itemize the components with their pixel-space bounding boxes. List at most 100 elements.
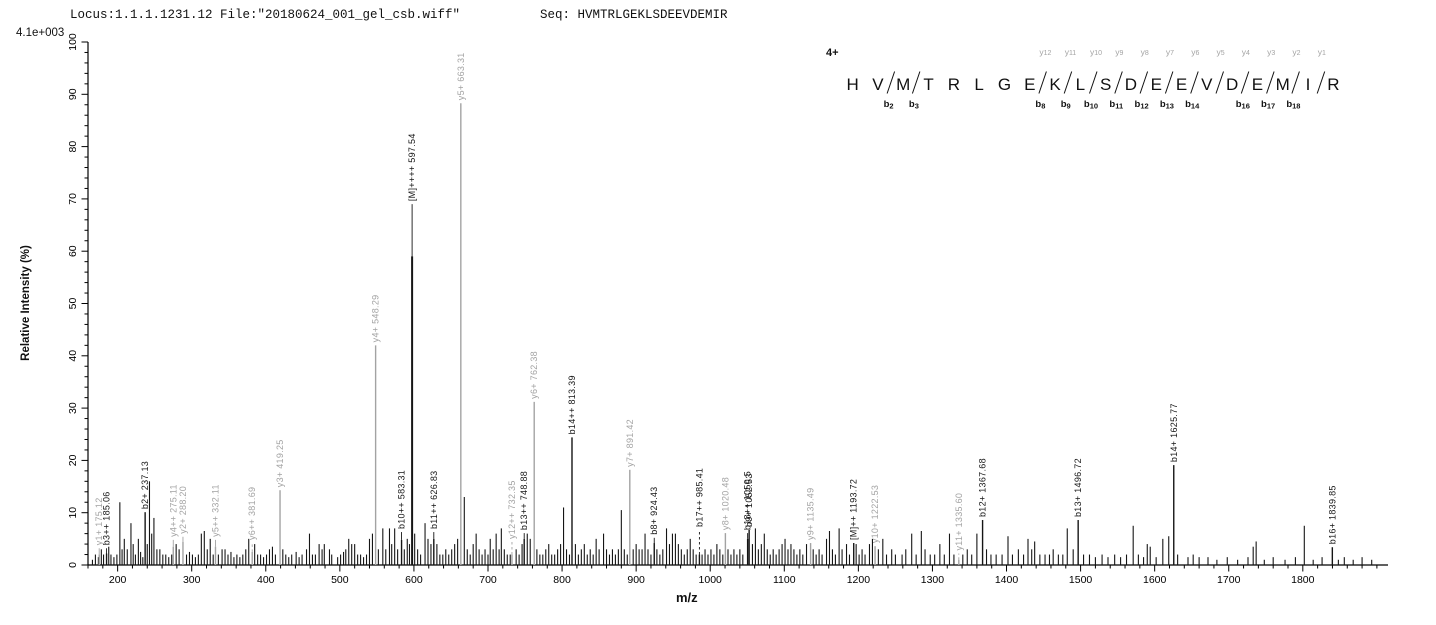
peak-label: b16+ 1839.85 [1327, 485, 1337, 544]
x-tick-label: 800 [553, 574, 571, 586]
x-tick-label: 300 [183, 574, 201, 586]
fragment-slash [911, 71, 921, 94]
residue: M [1276, 75, 1290, 94]
peak-label: y6+ 762.38 [529, 351, 539, 399]
peak-label: b13++ 748.88 [519, 471, 529, 530]
residue: I [1306, 75, 1311, 94]
peak-label: b12+ 1367.68 [978, 458, 988, 517]
y-tick-label: 40 [67, 350, 79, 362]
peak-label: b9+ 1052.53 [744, 473, 754, 527]
residue: D [1125, 75, 1137, 94]
residue: E [1252, 75, 1263, 94]
residue: H [847, 75, 859, 94]
residue: R [1327, 75, 1339, 94]
residue: T [923, 75, 933, 94]
residue: E [1024, 75, 1035, 94]
fragment-slash [1089, 71, 1098, 94]
peak-label: y8+ 1020.48 [720, 477, 730, 530]
peak-label: b13+ 1496.72 [1073, 458, 1083, 517]
fragment-slash [886, 71, 896, 94]
b-ion-label: b8 [1035, 99, 1045, 111]
peptide-sequence-svg: 4+H V M T R L G E K L S D E E V D E M I Rb2 b3y12b8y11b9y10b… [826, 47, 1339, 111]
peak-label: y6++ 381.69 [247, 487, 257, 540]
b-ion-label: b16 [1236, 99, 1250, 111]
peak-label: y10+ 1222.53 [870, 485, 880, 543]
y-ion-label: y8 [1141, 47, 1149, 57]
peak-label: [M]++ 1193.72 [849, 479, 859, 540]
fragment-slash [1215, 71, 1224, 94]
y-tick-label: 80 [67, 141, 79, 153]
y-ion-label: y9 [1115, 47, 1123, 57]
b-ion-label: b2 [884, 99, 894, 111]
fragment-slash [1266, 71, 1275, 94]
x-tick-label: 200 [109, 574, 127, 586]
x-tick-label: 1800 [1291, 574, 1315, 586]
b-ion-label: b9 [1061, 99, 1071, 111]
residue: V [872, 75, 884, 94]
residue: M [896, 75, 910, 94]
header-sequence: Seq: HVMTRLGEKLSDEEVDEMIR [540, 8, 728, 22]
y-ion-label: y2 [1292, 47, 1300, 57]
peak-label: y7+ 891.42 [625, 419, 635, 467]
x-tick-label: 500 [331, 574, 349, 586]
b-ion-label: b18 [1286, 99, 1300, 111]
fragment-slash [1038, 71, 1047, 94]
fragment-slash [1291, 71, 1300, 94]
header-locus: Locus:1.1.1.1231.12 File:"20180624_001_g… [70, 8, 461, 22]
residue: K [1049, 75, 1061, 94]
fragment-slash [1316, 71, 1326, 94]
y-scale-label: 4.1e+003 [16, 27, 65, 39]
b-ion-label: b10 [1084, 99, 1098, 111]
fragment-slash [1063, 71, 1073, 94]
x-tick-label: 1600 [1143, 574, 1167, 586]
peak-label: [M]++++ 597.54 [407, 133, 417, 201]
peak-label: y5++ 332.11 [210, 484, 220, 537]
peak-label: b17++ 985.41 [694, 468, 704, 527]
residue: S [1100, 75, 1111, 94]
peak-label: b10++ 583.31 [397, 470, 407, 529]
peak-label: b18++ 1050.5 [743, 471, 753, 530]
peak-label: y5+ 663.31 [456, 52, 466, 100]
fragment-slash [1240, 71, 1250, 94]
y-ion-label: y3 [1267, 47, 1275, 57]
y-tick-label: 30 [67, 402, 79, 414]
x-tick-label: 600 [405, 574, 423, 586]
x-tick-label: 1400 [995, 574, 1019, 586]
residue: R [948, 75, 960, 94]
peak-label: y3+ 419.25 [275, 439, 285, 487]
y-ion-label: y11 [1065, 47, 1077, 57]
y-ion-label: y5 [1217, 47, 1225, 57]
y-tick-label: 100 [67, 33, 79, 51]
residue: L [1076, 75, 1085, 94]
y-ion-label: y12 [1039, 47, 1051, 57]
y-tick-label: 0 [67, 562, 79, 568]
fragment-slash [1190, 71, 1199, 94]
residue: E [1176, 75, 1187, 94]
y-tick-label: 50 [67, 298, 79, 310]
x-tick-label: 400 [257, 574, 275, 586]
peak-label: y4++ 275.11 [168, 484, 178, 537]
x-tick-label: 1100 [773, 574, 796, 586]
peak-label: b3++ 185.06 [102, 491, 112, 545]
y-tick-label: 10 [67, 507, 79, 519]
b-ion-label: b13 [1160, 99, 1174, 111]
y-tick-label: 60 [67, 245, 79, 257]
residue: D [1226, 75, 1238, 94]
peak-label: y12++ 732.35 [507, 480, 517, 539]
y-tick-label: 20 [67, 454, 79, 466]
b-ion-label: b12 [1135, 99, 1149, 111]
peak-label: b11++ 626.83 [429, 471, 439, 530]
peak-label: b14++ 813.39 [567, 375, 577, 434]
residue: V [1201, 75, 1213, 94]
x-tick-label: 1200 [847, 574, 871, 586]
y-ion-label: y7 [1166, 47, 1174, 57]
peak-label: y2+ 288.20 [178, 486, 188, 534]
x-axis-title: m/z [676, 590, 698, 605]
x-tick-label: 1300 [921, 574, 945, 586]
x-tick-label: 700 [479, 574, 497, 586]
peak-label: b8+ 924.43 [649, 487, 659, 535]
residue: E [1151, 75, 1162, 94]
